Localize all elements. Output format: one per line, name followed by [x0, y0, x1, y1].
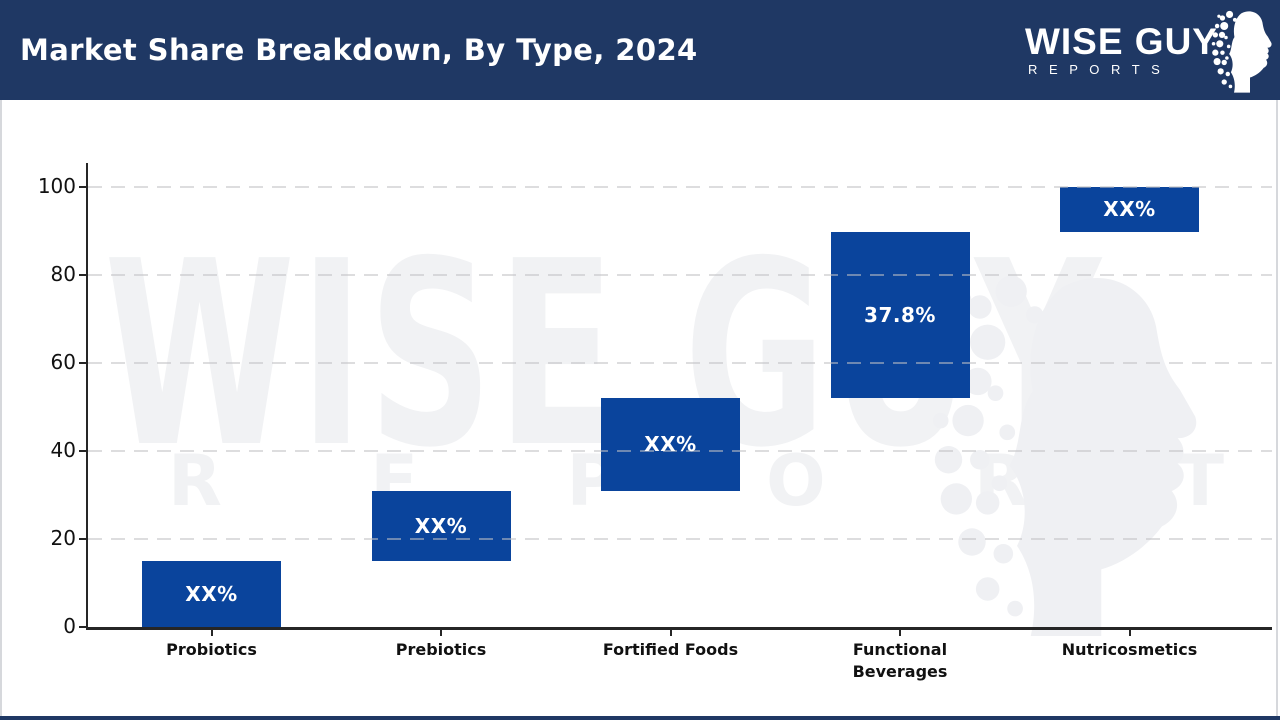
logo-line-reports: R E P O R T S: [1027, 62, 1164, 78]
bar-value-text: XX%: [185, 582, 238, 606]
gridline-80: [88, 274, 1272, 276]
y-axis-line: [86, 163, 88, 630]
gridline-40: [88, 450, 1272, 452]
bar-value-label: XX%: [1060, 187, 1199, 232]
y-tick-label: 20: [50, 526, 76, 550]
y-tick-label: 0: [63, 614, 76, 638]
y-tick-mark: [79, 538, 88, 540]
bar-value-label: XX%: [372, 491, 511, 561]
y-tick-label: 60: [50, 350, 76, 374]
x-tick-mark: [210, 627, 213, 636]
left-edge-line: [0, 100, 2, 716]
bar-value-text: XX%: [644, 432, 697, 457]
header-bar: Market Share Breakdown, By Type, 2024 WI…: [0, 0, 1280, 100]
x-axis-line: [86, 627, 1272, 630]
y-tick-mark: [79, 450, 88, 452]
y-tick-mark: [79, 186, 88, 188]
page-title: Market Share Breakdown, By Type, 2024: [20, 33, 698, 67]
bar-value-text: 37.8%: [864, 303, 936, 328]
bar-value-label: 37.8%: [831, 232, 970, 398]
y-tick-mark: [79, 626, 88, 628]
x-tick-mark: [440, 627, 442, 636]
footer-bar: [0, 716, 1280, 720]
logo-line-wise-guy: WISE GUY: [1024, 20, 1218, 62]
bar-value-text: XX%: [1103, 197, 1156, 222]
x-category-label: Nutricosmetics: [1061, 640, 1198, 659]
y-tick-label: 100: [37, 174, 76, 198]
bar-functional-beverages: [830, 231, 970, 399]
bar-fortified-foods: [601, 398, 740, 491]
dotted-head-icon: [1211, 10, 1272, 93]
y-tick-mark: [79, 362, 88, 364]
x-category-label: Prebiotics: [395, 640, 487, 659]
bar-prebiotics: [371, 490, 511, 561]
bar-nutricosmetics: [1060, 187, 1199, 232]
x-category-label: Fortified Foods: [602, 640, 739, 659]
x-tick-mark: [669, 627, 672, 636]
x-category-label: Probiotics: [166, 640, 257, 659]
x-tick-mark: [1128, 627, 1131, 636]
bar-value-label: XX%: [142, 561, 281, 627]
y-tick-mark: [79, 274, 88, 276]
x-category-label: Functional Beverages: [852, 640, 948, 681]
bar-probiotics: [142, 561, 281, 627]
right-edge-line: [1276, 100, 1278, 716]
y-tick-label: 80: [50, 262, 76, 286]
bar-value-label: XX%: [601, 398, 740, 490]
wise-guy-reports-logo: WISE GUY R E P O R T S: [1025, 4, 1274, 96]
y-tick-label: 40: [50, 438, 76, 462]
x-tick-mark: [899, 627, 901, 636]
logo-wordmark: WISE GUY R E P O R T S: [1024, 20, 1218, 78]
gridline-60: [88, 362, 1272, 364]
gridline-100: [88, 186, 1272, 188]
gridline-20: [88, 538, 1272, 540]
bar-value-text: XX%: [414, 513, 468, 538]
